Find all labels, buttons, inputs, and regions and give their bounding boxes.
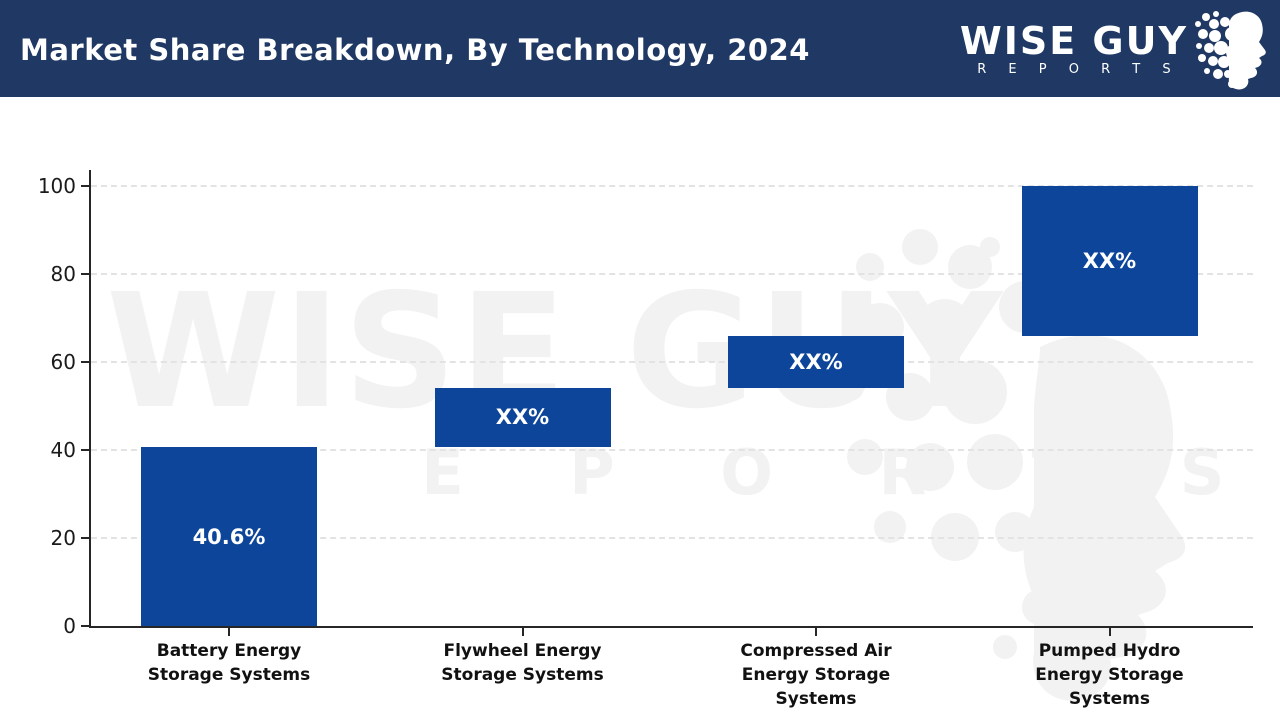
- y-tick-label: 20: [50, 526, 76, 550]
- bar-value-label: XX%: [789, 349, 843, 374]
- header-banner: Market Share Breakdown, By Technology, 2…: [0, 0, 1280, 97]
- gridline-20: [91, 537, 1253, 539]
- logo-brand-subtitle: R E P O R T S: [977, 62, 1180, 78]
- gridline-80: [91, 273, 1253, 275]
- gridline-60: [91, 361, 1253, 363]
- chart-title: Market Share Breakdown, By Technology, 2…: [20, 33, 810, 67]
- bar-value-label: 40.6%: [192, 524, 266, 549]
- logo-text: WISE GUY R E P O R T S: [959, 19, 1188, 78]
- watermark-text-secondary: R E P O R T S: [268, 436, 1267, 509]
- x-axis-line: [89, 626, 1253, 628]
- category-label: Flywheel Energy Storage Systems: [441, 641, 604, 685]
- y-tick-label: 40: [50, 438, 76, 462]
- bar-segment: XX%: [728, 335, 904, 388]
- bar-segment: XX%: [1021, 186, 1198, 336]
- chart-area: WISE GUY R E P O R T S 0 20 40 60 80 100 40.6%…: [0, 97, 1280, 720]
- category-label: Pumped Hydro Energy Storage Systems: [1035, 641, 1184, 709]
- gridline-40: [91, 449, 1253, 451]
- y-tick-label: 100: [37, 174, 76, 198]
- dotted-face-profile-icon: [1195, 11, 1266, 90]
- y-tick-mark-0: [81, 625, 89, 627]
- y-tick-mark-20: [81, 537, 89, 539]
- bar-value-label: XX%: [1082, 248, 1137, 273]
- y-tick-label: 0: [63, 614, 76, 638]
- y-tick-mark-80: [81, 273, 89, 275]
- x-tick-mark: [521, 628, 524, 636]
- bar-segment: 40.6%: [141, 447, 317, 626]
- y-axis-line: [89, 170, 91, 628]
- y-tick-mark-60: [81, 361, 89, 363]
- y-tick-mark-40: [81, 449, 89, 451]
- y-tick-mark-100: [81, 185, 89, 187]
- category-label: Compressed Air Energy Storage Systems: [740, 641, 892, 709]
- bar-segment: XX%: [434, 387, 611, 448]
- bar-value-label: XX%: [495, 405, 550, 430]
- gridline-100: [91, 185, 1253, 187]
- x-tick-mark: [228, 628, 230, 636]
- category-label: Battery Energy Storage Systems: [147, 641, 311, 685]
- x-tick-mark: [1108, 628, 1111, 636]
- y-tick-label: 80: [50, 262, 76, 286]
- logo-brand-name: WISE GUY: [959, 19, 1188, 64]
- wise-guy-reports-logo: WISE GUY R E P O R T S: [960, 8, 1268, 92]
- x-tick-mark: [815, 628, 817, 636]
- y-tick-label: 60: [50, 350, 76, 374]
